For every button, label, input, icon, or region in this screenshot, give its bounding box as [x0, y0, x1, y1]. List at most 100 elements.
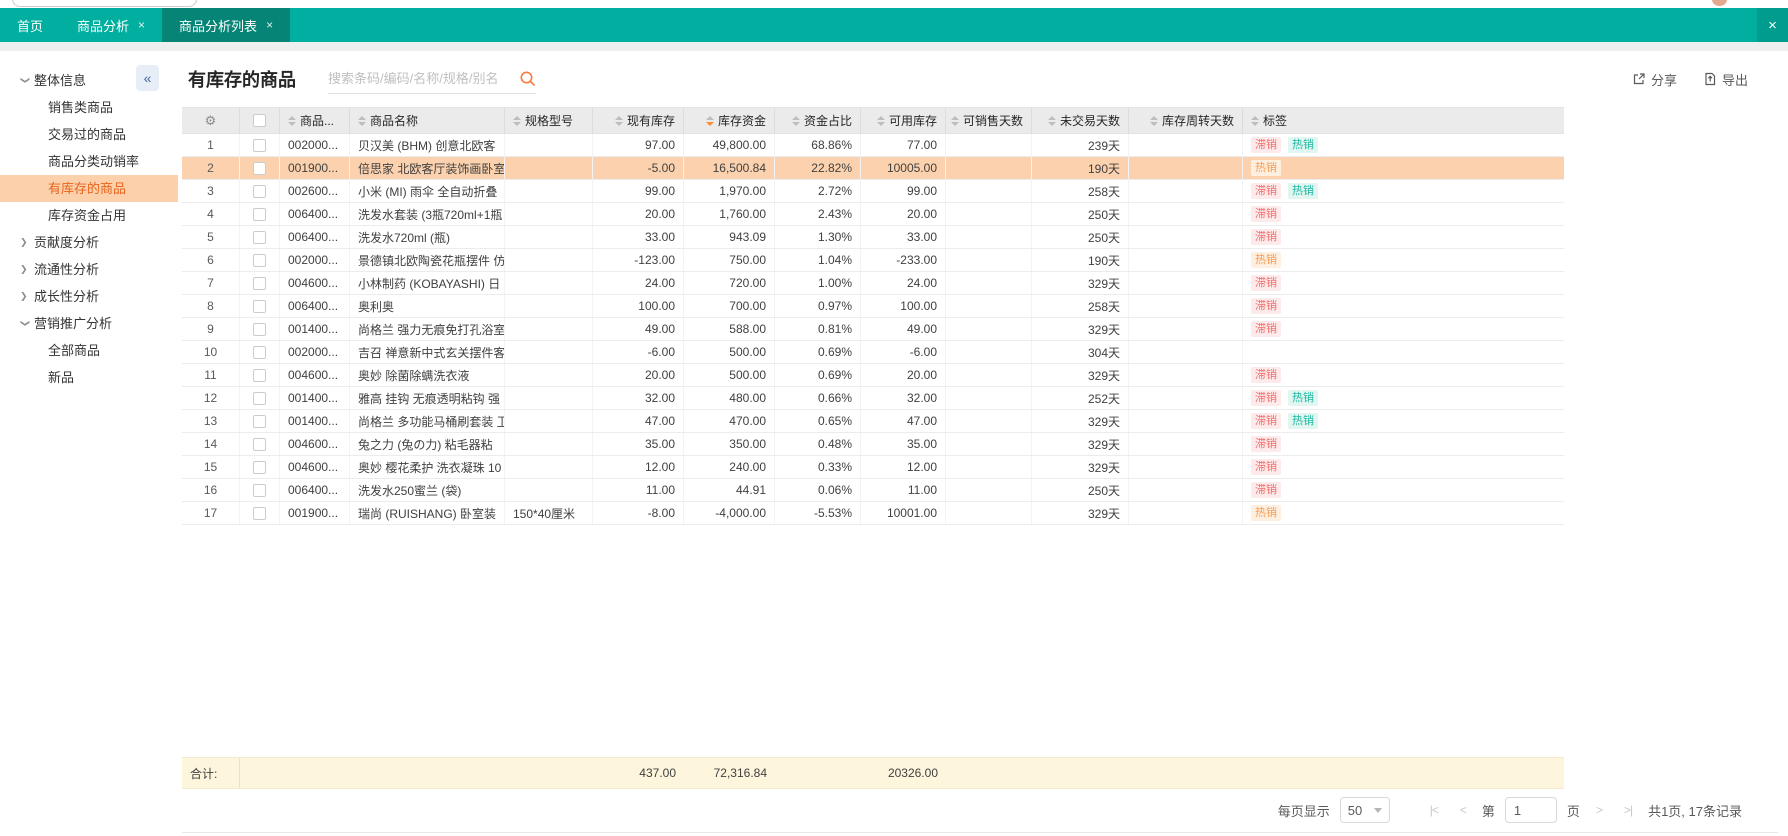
tab-商品分析列表[interactable]: 商品分析列表 ×: [162, 8, 291, 42]
last-page-icon[interactable]: >|: [1623, 803, 1633, 817]
row-checkbox[interactable]: [253, 253, 266, 267]
tag-badge-热销: 热销: [1288, 183, 1318, 199]
cell-available: -233.00: [861, 249, 946, 271]
table-row[interactable]: 5 006400... 洗发水720ml (瓶) 33.00 943.09 1.30% 33…: [182, 226, 1564, 249]
caret-expanded-icon: ❯: [20, 76, 31, 85]
column-header-stock_value[interactable]: 库存资金: [684, 108, 775, 133]
share-icon: [1632, 72, 1646, 86]
tab-首页[interactable]: 首页: [0, 8, 60, 42]
search-input[interactable]: [328, 71, 513, 86]
cell-on-hand: -6.00: [593, 341, 684, 363]
table-row[interactable]: 1 002000... 贝汉美 (BHM) 创意北欧客 97.00 49,800.00 6…: [182, 134, 1564, 157]
sidebar-item-库存资金占用[interactable]: 库存资金占用: [0, 202, 178, 229]
row-checkbox[interactable]: [253, 391, 266, 405]
column-header-code[interactable]: 商品...: [280, 108, 350, 133]
table-row[interactable]: 2 001900... 倍思家 北欧客厅装饰画卧室 -5.00 16,500.84 22.…: [182, 157, 1564, 180]
table-row[interactable]: 14 004600... 兔之力 (兔の力) 粘毛器粘 35.00 350.00 0.48…: [182, 433, 1564, 456]
column-header-settings[interactable]: ⚙: [182, 108, 240, 133]
table-row[interactable]: 9 001400... 尚格兰 强力无痕免打孔浴室 49.00 588.00 0.81% 4…: [182, 318, 1564, 341]
cell-product-code: 002000...: [280, 249, 350, 271]
prev-page-icon[interactable]: <: [1459, 803, 1467, 817]
cell-tags: 滞销: [1243, 433, 1564, 455]
sidebar-item-label: 有库存的商品: [48, 181, 127, 196]
summary-cell-available: 20326.00: [887, 766, 938, 780]
table-row[interactable]: 4 006400... 洗发水套装 (3瓶720ml+1瓶 20.00 1,760.00…: [182, 203, 1564, 226]
sidebar-item-成长性分析[interactable]: ❯ 成长性分析: [0, 283, 178, 310]
table-row[interactable]: 7 004600... 小林制药 (KOBAYASHI) 日 24.00 720.00 1…: [182, 272, 1564, 295]
sidebar-item-有库存的商品[interactable]: 有库存的商品: [0, 175, 178, 202]
table-row[interactable]: 10 002000... 吉召 禅意新中式玄关摆件客 -6.00 500.00 0.69%…: [182, 341, 1564, 364]
sort-asc-icon: [614, 115, 623, 120]
column-header-name[interactable]: 商品名称: [350, 108, 505, 133]
cell-on-hand: 12.00: [593, 456, 684, 478]
row-checkbox[interactable]: [253, 460, 266, 474]
sidebar-item-全部商品[interactable]: 全部商品: [0, 337, 178, 364]
cell-tags: 滞销 热销: [1243, 410, 1564, 432]
column-header-sell_days[interactable]: 可销售天数: [946, 108, 1032, 133]
sidebar-item-销售类商品[interactable]: 销售类商品: [0, 94, 178, 121]
row-checkbox[interactable]: [253, 138, 266, 152]
sort-icon: [1047, 115, 1056, 126]
table-row[interactable]: 15 004600... 奥妙 樱花柔护 洗衣凝珠 10 12.00 240.00 0.3…: [182, 456, 1564, 479]
column-header-no_trade_days[interactable]: 未交易天数: [1032, 108, 1129, 133]
sidebar-item-营销推广分析[interactable]: ❯ 营销推广分析: [0, 310, 178, 337]
row-checkbox[interactable]: [253, 230, 266, 244]
table-row[interactable]: 8 006400... 奥利奥 100.00 700.00 0.97% 100.00 258天…: [182, 295, 1564, 318]
column-header-spec[interactable]: 规格型号: [505, 108, 593, 133]
sidebar-item-流通性分析[interactable]: ❯ 流通性分析: [0, 256, 178, 283]
table-row[interactable]: 11 004600... 奥妙 除菌除螨洗衣液 20.00 500.00 0.69% 20.…: [182, 364, 1564, 387]
tab-商品分析[interactable]: 商品分析 ×: [60, 8, 162, 42]
row-checkbox[interactable]: [253, 414, 266, 428]
row-checkbox[interactable]: [253, 207, 266, 221]
row-checkbox[interactable]: [253, 437, 266, 451]
table-row[interactable]: 13 001400... 尚格兰 多功能马桶刷套装 卫 47.00 470.00 0.65…: [182, 410, 1564, 433]
column-header-available[interactable]: 可用库存: [861, 108, 946, 133]
cell-turnover-days: [1129, 249, 1243, 271]
share-button[interactable]: 分享: [1632, 70, 1677, 89]
column-header-checkbox[interactable]: [240, 108, 280, 133]
tab-close-icon[interactable]: ×: [138, 18, 146, 32]
row-checkbox[interactable]: [253, 345, 266, 359]
table-row[interactable]: 3 002600... 小米 (MI) 雨伞 全自动折叠 99.00 1,970.00 2…: [182, 180, 1564, 203]
gear-icon[interactable]: ⚙: [204, 112, 217, 128]
table-row[interactable]: 17 001900... 瑞尚 (RUISHANG) 卧室装 150*40厘米 -8.0…: [182, 502, 1564, 525]
table-row[interactable]: 6 002000... 景德镇北欧陶瓷花瓶摆件 仿 -123.00 750.00 1.04…: [182, 249, 1564, 272]
column-header-tags[interactable]: 标签: [1243, 108, 1564, 133]
select-all-checkbox[interactable]: [253, 114, 266, 127]
per-page-select[interactable]: 50: [1339, 797, 1390, 823]
row-checkbox[interactable]: [253, 299, 266, 313]
page-number-input[interactable]: [1504, 797, 1557, 823]
sidebar-item-整体信息[interactable]: ❯ 整体信息: [0, 67, 178, 94]
row-checkbox[interactable]: [253, 483, 266, 497]
cell-tags: 滞销: [1243, 226, 1564, 248]
table-row[interactable]: 12 001400... 雅高 挂钩 无痕透明粘钩 强 32.00 480.00 0.66…: [182, 387, 1564, 410]
export-button[interactable]: 导出: [1703, 70, 1748, 89]
tab-close-icon[interactable]: ×: [266, 18, 274, 32]
row-checkbox[interactable]: [253, 506, 266, 520]
first-page-icon[interactable]: |<: [1429, 803, 1439, 817]
row-checkbox[interactable]: [253, 276, 266, 290]
column-header-turnover_days[interactable]: 库存周转天数: [1129, 108, 1243, 133]
row-checkbox[interactable]: [253, 322, 266, 336]
cell-value-ratio: 0.69%: [775, 364, 861, 386]
row-checkbox[interactable]: [253, 184, 266, 198]
sidebar-item-交易过的商品[interactable]: 交易过的商品: [0, 121, 178, 148]
cell-tags: 滞销 热销: [1243, 134, 1564, 156]
cell-turnover-days: [1129, 295, 1243, 317]
sidebar-item-贡献度分析[interactable]: ❯ 贡献度分析: [0, 229, 178, 256]
cell-checkbox: [240, 157, 280, 179]
close-icon[interactable]: ×: [1757, 8, 1788, 42]
column-header-on_hand[interactable]: 现有库存: [593, 108, 684, 133]
row-checkbox[interactable]: [253, 368, 266, 382]
cell-on-hand: -123.00: [593, 249, 684, 271]
table-row[interactable]: 16 006400... 洗发水250蜜兰 (袋) 11.00 44.91 0.06% 11…: [182, 479, 1564, 502]
row-checkbox[interactable]: [253, 161, 266, 175]
search-icon[interactable]: [519, 70, 536, 87]
column-header-ratio[interactable]: 资金占比: [775, 108, 861, 133]
sidebar-collapse-button[interactable]: «: [136, 65, 159, 91]
next-page-icon[interactable]: >: [1595, 803, 1603, 817]
sidebar-item-商品分类动销率[interactable]: 商品分类动销率: [0, 148, 178, 175]
cell-sellable-days: [946, 433, 1032, 455]
sidebar-item-新品[interactable]: 新品: [0, 364, 178, 391]
cell-tags: 滞销: [1243, 295, 1564, 317]
